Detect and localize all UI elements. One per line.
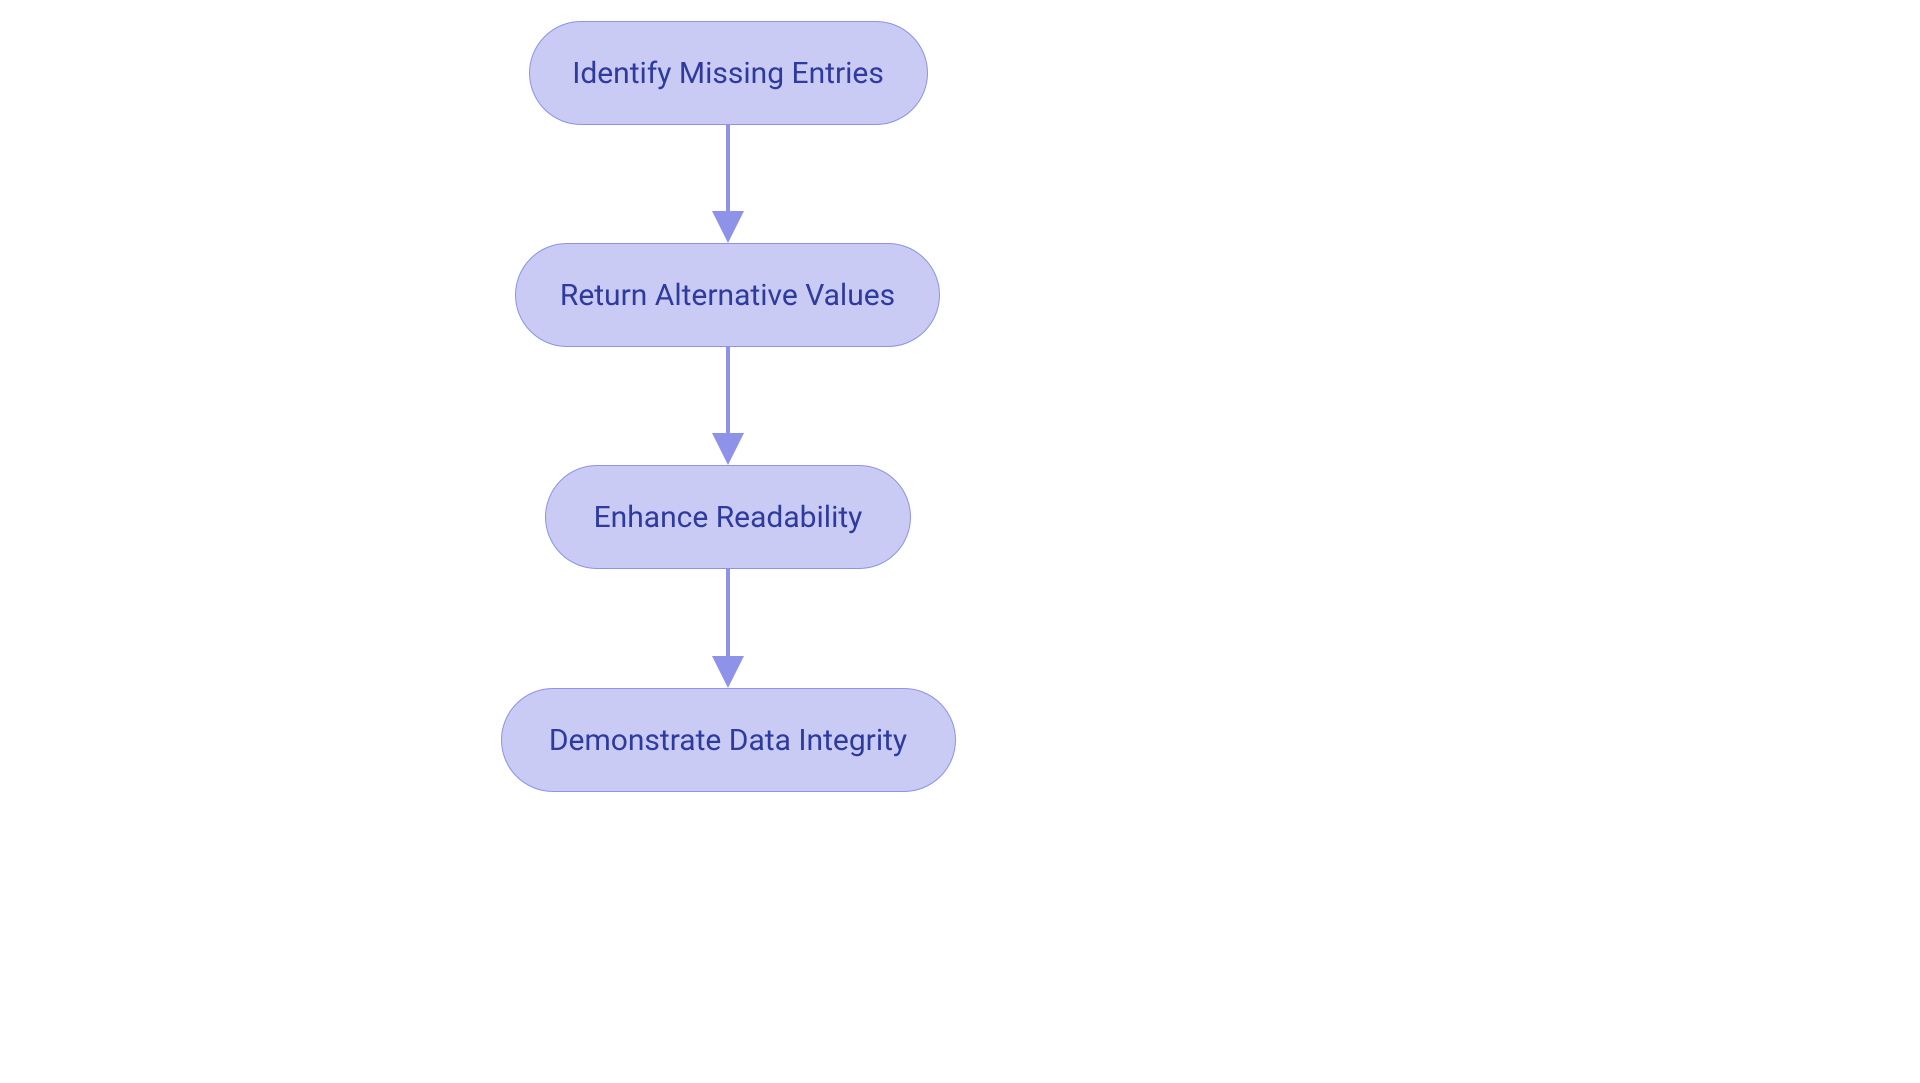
flow-node-4: Demonstrate Data Integrity: [501, 688, 956, 792]
flow-arrows: [0, 0, 1920, 1083]
flow-node-label: Enhance Readability: [594, 500, 863, 535]
flow-node-label: Demonstrate Data Integrity: [549, 723, 907, 758]
flow-node-2: Return Alternative Values: [515, 243, 940, 347]
flow-node-3: Enhance Readability: [545, 465, 911, 569]
flow-node-1: Identify Missing Entries: [529, 21, 928, 125]
flow-node-label: Return Alternative Values: [560, 278, 895, 313]
flow-node-label: Identify Missing Entries: [572, 56, 884, 91]
flowchart-canvas: Identify Missing Entries Return Alternati…: [0, 0, 1920, 1083]
